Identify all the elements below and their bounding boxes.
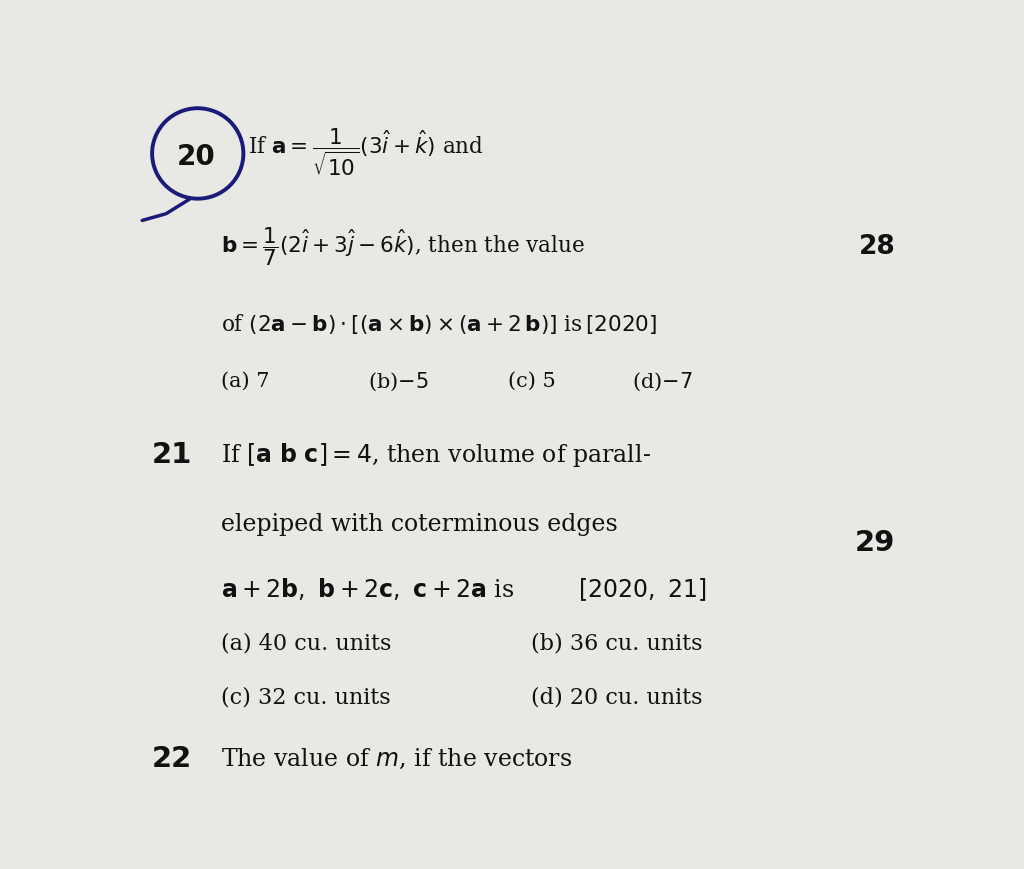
Text: 29: 29	[855, 528, 895, 557]
Text: (b) 36 cu. units: (b) 36 cu. units	[531, 632, 702, 653]
Text: If $\mathbf{a}=\dfrac{1}{\sqrt{10}}(3\hat{i}+\hat{k})$ and: If $\mathbf{a}=\dfrac{1}{\sqrt{10}}(3\ha…	[248, 126, 484, 177]
Text: 28: 28	[858, 234, 895, 260]
Text: 21: 21	[152, 441, 191, 468]
Text: The value of $m$, if the vectors: The value of $m$, if the vectors	[221, 746, 572, 770]
Text: 20: 20	[177, 143, 216, 170]
Text: (a) 7: (a) 7	[221, 372, 269, 391]
Text: $[2020,\ 21]$: $[2020,\ 21]$	[578, 575, 706, 602]
Text: If $[\mathbf{a}\ \mathbf{b}\ \mathbf{c}]=4$, then volume of parall-: If $[\mathbf{a}\ \mathbf{b}\ \mathbf{c}]…	[221, 441, 651, 468]
Text: (d)$-7$: (d)$-7$	[632, 370, 692, 393]
Text: (d) 20 cu. units: (d) 20 cu. units	[531, 686, 702, 707]
Text: (b)$-5$: (b)$-5$	[369, 370, 429, 393]
Text: (a) 40 cu. units: (a) 40 cu. units	[221, 632, 391, 653]
Text: elepiped with coterminous edges: elepiped with coterminous edges	[221, 512, 617, 535]
Text: $\mathbf{b}=\dfrac{1}{7}(2\hat{i}+3\hat{j}-6\hat{k})$, then the value: $\mathbf{b}=\dfrac{1}{7}(2\hat{i}+3\hat{…	[221, 225, 585, 268]
Text: 22: 22	[152, 744, 191, 772]
Text: (c) 32 cu. units: (c) 32 cu. units	[221, 686, 390, 707]
Text: of $(2\mathbf{a}-\mathbf{b})\cdot[(\mathbf{a}\times\mathbf{b})\times(\mathbf{a}+: of $(2\mathbf{a}-\mathbf{b})\cdot[(\math…	[221, 311, 657, 335]
Text: $\mathbf{a}+2\mathbf{b},\ \mathbf{b}+2\mathbf{c},\ \mathbf{c}+2\mathbf{a}$ is: $\mathbf{a}+2\mathbf{b},\ \mathbf{b}+2\m…	[221, 576, 514, 602]
Text: (c) 5: (c) 5	[508, 372, 555, 391]
